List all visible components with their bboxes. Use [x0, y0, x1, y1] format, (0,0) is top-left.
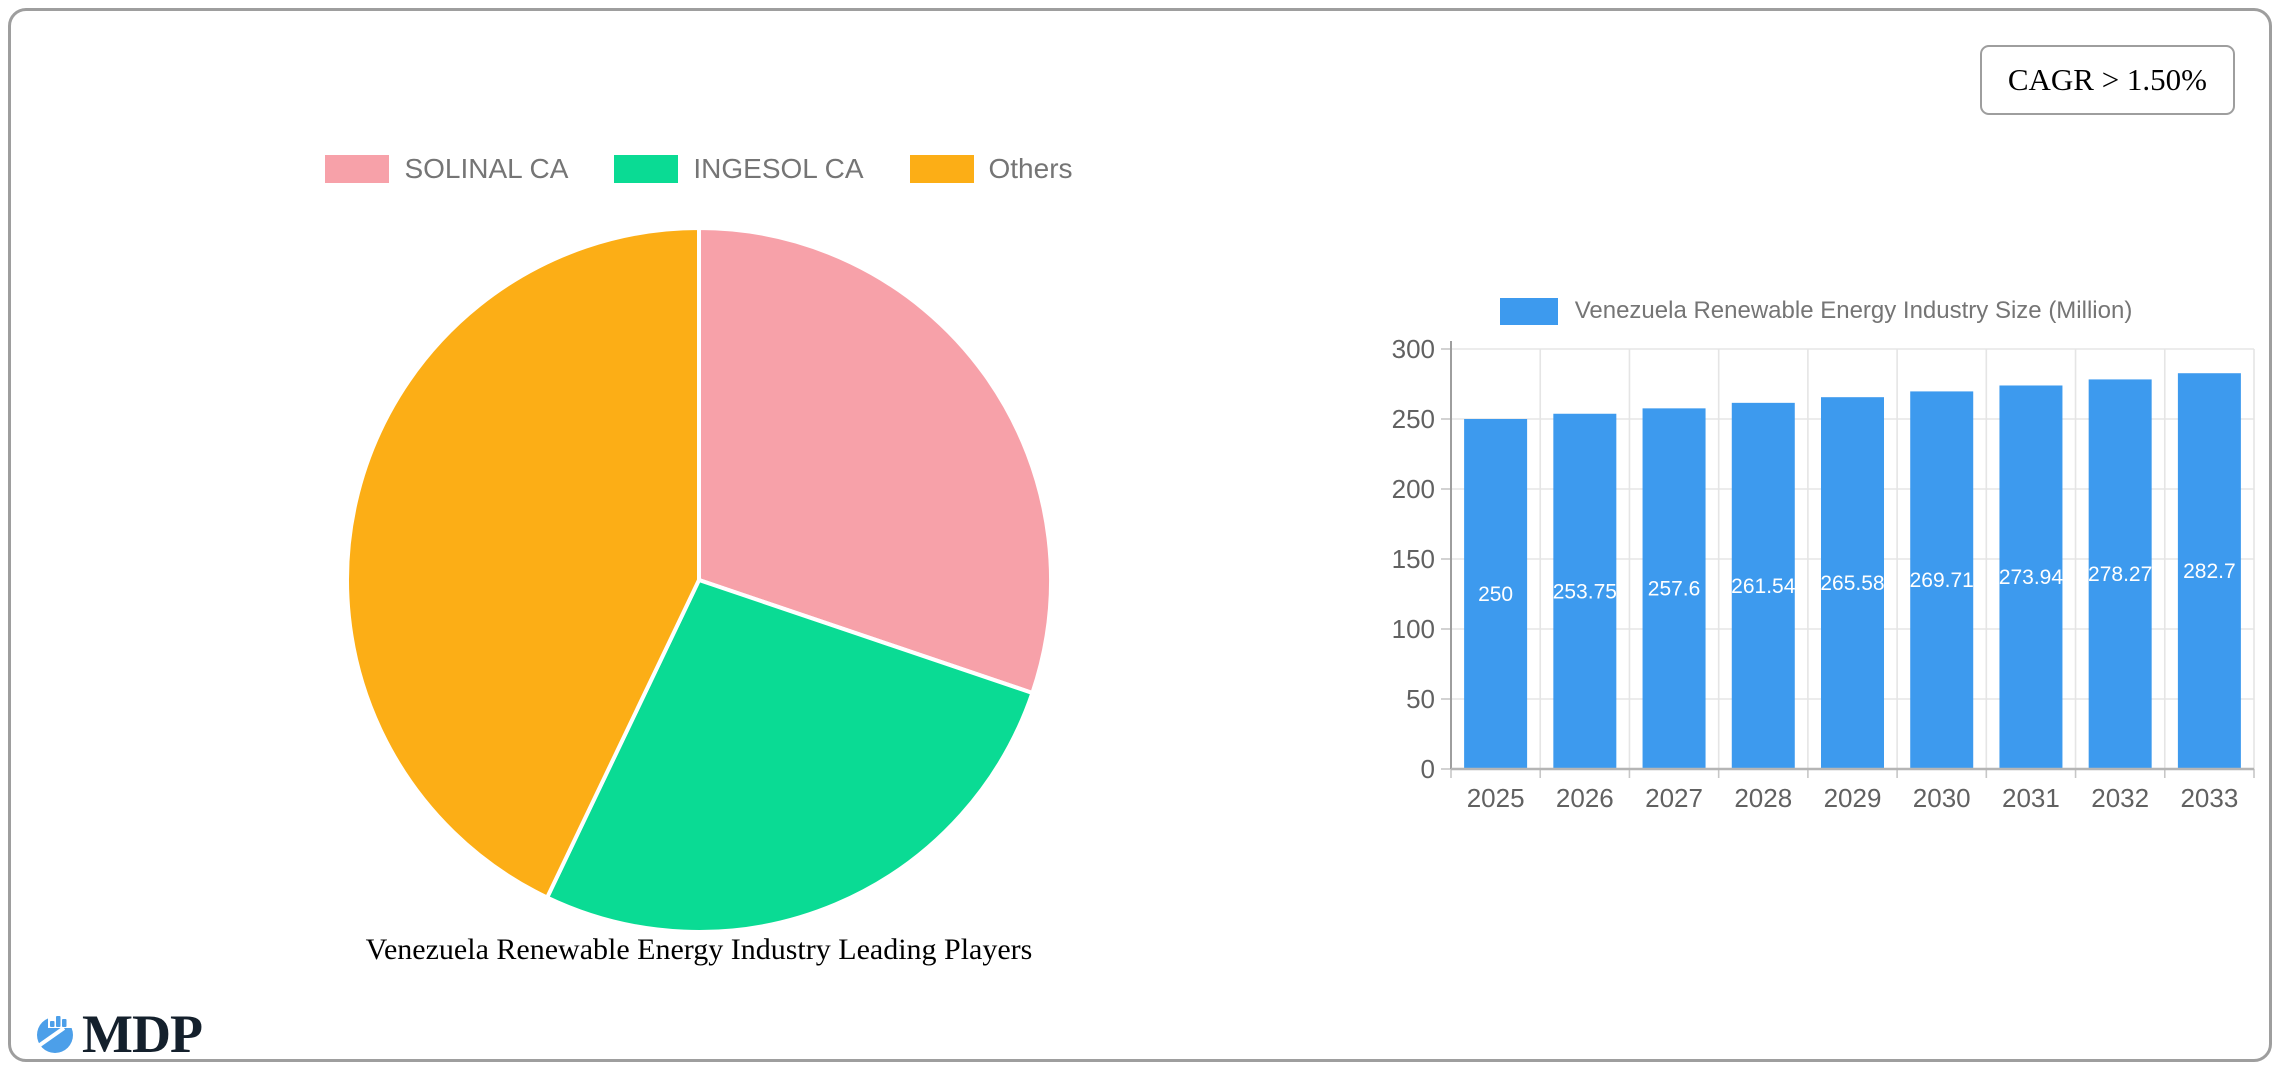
- bar-value-label: 278.27: [2088, 563, 2152, 586]
- pie-slice-others: [345, 225, 701, 901]
- bar-2028: [1731, 402, 1795, 769]
- bar-value-label: 250: [1478, 583, 1513, 606]
- pie-bars-logo-icon: [35, 1013, 76, 1053]
- x-axis-tick-label: 2031: [2002, 783, 2060, 813]
- bar-2032: [2088, 379, 2152, 769]
- bar-value-label: 257.6: [1648, 578, 1701, 601]
- bar-value-label: 273.94: [1999, 566, 2064, 589]
- cagr-badge-text: CAGR > 1.50%: [2007, 62, 2207, 97]
- bar-value-label: 261.54: [1731, 575, 1796, 598]
- pie-legend-item-others[interactable]: Others: [909, 153, 1073, 185]
- x-axis-tick-label: 2030: [1913, 783, 1971, 813]
- bar-legend-swatch: [1499, 297, 1558, 325]
- y-axis-tick-label: 300: [1392, 334, 1435, 364]
- bar-value-label: 253.75: [1553, 580, 1617, 603]
- mdp-logo: MDP: [35, 1004, 203, 1064]
- bar-legend-item[interactable]: Venezuela Renewable Energy Industry Size…: [1361, 291, 2271, 331]
- bar-2030: [1910, 391, 1974, 769]
- y-axis-tick-label: 100: [1392, 614, 1435, 644]
- x-axis-tick-label: 2026: [1556, 783, 1614, 813]
- pie-chart: [345, 225, 1053, 934]
- bar-value-label: 265.58: [1820, 572, 1884, 595]
- pie-slice-ingesol-ca: [544, 577, 1035, 934]
- bar-2027: [1642, 408, 1706, 769]
- page-frame: CAGR > 1.50% SOLINAL CA INGESOL CA Others …: [8, 8, 2272, 1062]
- y-axis-tick-label: 200: [1392, 474, 1435, 504]
- x-axis-tick-label: 2028: [1734, 783, 1792, 813]
- pie-legend-item-solinal-ca[interactable]: SOLINAL CA: [325, 153, 568, 185]
- x-axis-tick-label: 2033: [2180, 783, 2238, 813]
- pie-legend-item-ingesol-ca[interactable]: INGESOL CA: [614, 153, 864, 185]
- x-axis-tick-label: 2029: [1824, 783, 1882, 813]
- pie-legend-label: Others: [988, 153, 1073, 184]
- y-axis-tick-label: 150: [1392, 544, 1435, 574]
- bar-chart-section: Venezuela Renewable Energy Industry Size…: [1361, 291, 2271, 856]
- logo-slash: [35, 1026, 66, 1049]
- pie-legend-swatch: [325, 155, 390, 183]
- pie-legend-swatch: [614, 155, 679, 183]
- pie-legend: SOLINAL CA INGESOL CA Others: [39, 153, 1359, 185]
- bar-2026: [1553, 413, 1617, 769]
- bar-chart: 0 50 100 150 200 250 300 250 2025 253.75 2026 257.6…: [1392, 334, 2255, 813]
- bar-value-label: 269.71: [1910, 569, 1974, 592]
- pie-legend-swatch: [909, 155, 974, 183]
- x-axis-tick-label: 2027: [1645, 783, 1703, 813]
- pie-slice-solinal-ca: [697, 225, 1053, 696]
- bar-legend-label: Venezuela Renewable Energy Industry Size…: [1574, 297, 2133, 324]
- logo-mini-bar: [50, 1021, 55, 1027]
- x-axis-tick-label: 2032: [2091, 783, 2149, 813]
- logo-mini-bar: [62, 1019, 67, 1027]
- bar-2031: [1999, 385, 2063, 769]
- y-axis-tick-label: 0: [1421, 754, 1435, 784]
- mdp-logo-text: MDP: [82, 1004, 203, 1064]
- bar-value-label: 282.7: [2183, 560, 2236, 583]
- y-axis-tick-label: 250: [1392, 404, 1435, 434]
- pie-legend-label: SOLINAL CA: [404, 153, 569, 184]
- bar-2033: [2177, 373, 2241, 769]
- x-axis-tick-label: 2025: [1467, 783, 1525, 813]
- pie-legend-label: INGESOL CA: [693, 153, 864, 184]
- pie-chart-title: Venezuela Renewable Energy Industry Lead…: [365, 933, 1033, 966]
- y-axis-tick-label: 50: [1406, 684, 1435, 714]
- bar-2029: [1821, 397, 1884, 769]
- bar-2025: [1464, 419, 1528, 769]
- cagr-badge: CAGR > 1.50%: [1979, 45, 2235, 115]
- logo-mini-bar: [56, 1016, 61, 1027]
